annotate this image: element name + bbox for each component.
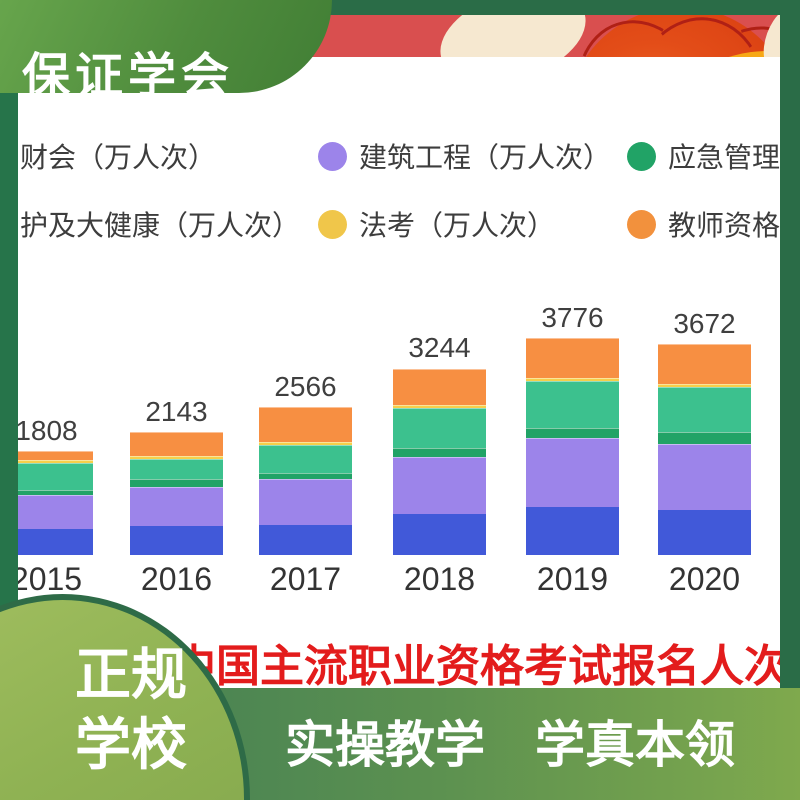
- bar-segment-法考: [259, 442, 352, 445]
- bar-segment-教师资格: [0, 451, 93, 460]
- bar-segment-医护及大健康: [393, 408, 486, 449]
- badge-line2: 学校: [75, 713, 187, 776]
- bar-2019: [526, 337, 619, 555]
- legend-item: 法考（万人次）: [318, 208, 555, 241]
- bar-2017: [259, 407, 352, 555]
- bar-segment-建筑工程: [130, 487, 223, 527]
- bar-segment-应急管理: [658, 432, 751, 444]
- bar-value-label: 3672: [673, 308, 736, 339]
- cartoon-face-shape: [428, 15, 598, 57]
- bar-value-label: 2566: [274, 371, 337, 402]
- legend-dot-icon: [627, 209, 656, 239]
- legend-item: 教师资格（: [627, 208, 800, 241]
- bar-segment-建筑工程: [393, 456, 486, 514]
- cartoon-illustration-band: [278, 15, 780, 57]
- bar-segment-建筑工程: [658, 443, 751, 510]
- bar-segment-应急管理: [130, 479, 223, 488]
- bar-segment-财会: [526, 507, 619, 555]
- bar-segment-应急管理: [259, 473, 352, 480]
- legend-item: 财会（万人次）: [20, 140, 216, 173]
- left-border-strip: [0, 0, 18, 690]
- x-axis-label: 2016: [140, 561, 213, 597]
- bar-segment-应急管理: [0, 490, 93, 496]
- bar-segment-应急管理: [393, 448, 486, 457]
- bar-segment-法考: [393, 404, 486, 409]
- bar-value-label: 3244: [408, 332, 471, 363]
- bar-segment-财会: [393, 513, 486, 555]
- legend-label: 护及大健康（万人次）: [20, 210, 301, 241]
- legend-dot-icon: [318, 141, 347, 171]
- footer-slogan: 实操教学 学真本领: [285, 717, 735, 773]
- bar-value-label: 3776: [541, 302, 604, 333]
- bar-segment-财会: [130, 526, 223, 555]
- bar-segment-教师资格: [130, 432, 223, 456]
- chart-title: 年中国主流职业资格考试报名人次: [128, 642, 788, 691]
- bar-segment-法考: [130, 455, 223, 459]
- legend-dot-icon: [627, 141, 656, 171]
- bar-segment-医护及大健康: [526, 381, 619, 428]
- badge-label: 正规 学校: [41, 640, 221, 780]
- chart-legend: 财会（万人次） 建筑工程（万人次） 应急管理（ 护及大健康（万人次） 法考（万人次） 教师…: [0, 0, 800, 260]
- x-axis-label: 2015: [10, 561, 83, 597]
- x-axis-label: 2019: [536, 561, 609, 597]
- legend-label: 应急管理（: [668, 142, 800, 173]
- school-badge: 正规 学校: [0, 594, 250, 800]
- bar-segment-教师资格: [658, 344, 751, 385]
- bar-segment-法考: [658, 384, 751, 388]
- bar-2016: [130, 432, 223, 555]
- legend-item: 建筑工程（万人次）: [318, 140, 611, 173]
- legend-label: 教师资格（: [668, 210, 800, 241]
- legend-dot-icon: [318, 209, 347, 239]
- legend-label: 建筑工程（万人次）: [359, 142, 612, 173]
- bar-segment-教师资格: [259, 407, 352, 443]
- bar-segment-医护及大健康: [259, 444, 352, 474]
- bar-segment-医护及大健康: [658, 387, 751, 433]
- x-axis-label: 2017: [269, 561, 342, 597]
- badge-line1: 正规: [75, 643, 187, 706]
- bar-value-label: 2143: [145, 396, 208, 427]
- bar-segment-建筑工程: [526, 438, 619, 508]
- x-axis-label: 2018: [403, 561, 476, 597]
- legend-item: 应急管理（: [627, 140, 800, 173]
- bar-segment-法考: [0, 459, 93, 463]
- legend-item: 护及大健康（万人次）: [20, 208, 300, 241]
- top-left-banner: 保证学会: [0, 0, 332, 103]
- banner-label: 保证学会: [22, 50, 235, 103]
- bar-segment-建筑工程: [259, 479, 352, 525]
- bar-segment-财会: [259, 524, 352, 555]
- bar-2020: [658, 344, 751, 555]
- bar-value-label: 1808: [15, 415, 78, 446]
- bar-segment-财会: [658, 509, 751, 555]
- bar-segment-教师资格: [393, 368, 486, 405]
- bar-segment-医护及大健康: [130, 458, 223, 480]
- bar-segment-法考: [526, 378, 619, 382]
- bar-2018: [393, 368, 486, 555]
- legend-label: 财会（万人次）: [20, 142, 217, 173]
- bar-segment-教师资格: [526, 337, 619, 379]
- x-axis-label: 2020: [668, 561, 741, 597]
- bar-segment-应急管理: [526, 427, 619, 439]
- right-border-strip: [780, 0, 800, 688]
- legend-label: 法考（万人次）: [359, 210, 556, 241]
